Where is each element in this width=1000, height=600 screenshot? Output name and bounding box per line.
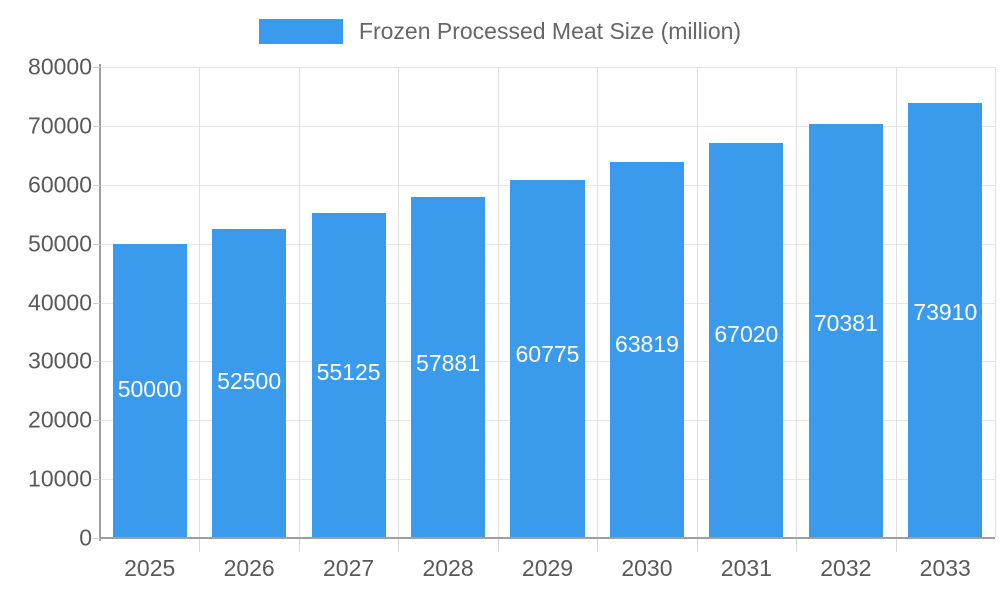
- y-axis-spine: [99, 64, 101, 541]
- y-axis-tick-mark: [93, 184, 100, 186]
- y-axis-tick-label: 0: [79, 524, 92, 551]
- x-axis-tick-mark: [299, 539, 300, 552]
- x-axis-spine: [99, 537, 995, 539]
- gridline-vertical: [995, 67, 996, 538]
- y-axis-tick-mark: [93, 361, 100, 363]
- y-axis-tick-mark: [93, 125, 100, 127]
- x-axis-tick-mark: [697, 539, 698, 552]
- x-axis-tick-label-2032: 2032: [820, 555, 872, 581]
- gridline-vertical: [697, 67, 698, 538]
- x-axis-tick-label-2027: 2027: [323, 555, 375, 581]
- gridline-vertical: [896, 67, 897, 538]
- x-axis-tick-mark: [498, 539, 499, 552]
- x-axis-tick-label-2033: 2033: [919, 555, 971, 581]
- legend-swatch-frozen-processed-meat: [258, 18, 343, 44]
- bar-2032[interactable]: 70381: [808, 123, 883, 538]
- gridline-horizontal: [100, 125, 995, 127]
- y-axis-tick-label: 80000: [28, 53, 92, 80]
- gridline-vertical: [498, 67, 499, 538]
- y-axis-tick-labels: 80000 70000 60000 50000 40000 30000 20000 10000…: [0, 0, 92, 600]
- legend-label-frozen-processed-meat: Frozen Processed Meat Size (million): [358, 17, 742, 44]
- bar-2033[interactable]: 73910: [908, 102, 983, 538]
- x-axis-tick-label-2025: 2025: [124, 555, 176, 581]
- bar-2025[interactable]: 50000: [112, 243, 187, 538]
- x-axis-tick-label-2029: 2029: [521, 555, 574, 581]
- y-axis-tick-mark: [93, 538, 100, 539]
- bar-2031[interactable]: 67020: [709, 143, 784, 538]
- y-axis-tick-mark: [93, 67, 100, 68]
- bar-2029[interactable]: 60775: [510, 180, 585, 538]
- x-axis-tick-mark: [199, 539, 200, 552]
- x-axis-tick-label-2031: 2031: [720, 555, 772, 581]
- gridline-vertical: [796, 67, 797, 538]
- bar-value-label: 67020: [714, 320, 779, 347]
- y-axis-tick-mark: [93, 243, 100, 245]
- gridline-vertical: [299, 67, 300, 538]
- bar-value-label: 55125: [316, 359, 381, 386]
- bar-value-label: 63819: [614, 331, 679, 358]
- bar-value-label: 73910: [913, 298, 978, 325]
- bar-value-label: 60775: [515, 340, 580, 367]
- bar-value-label: 50000: [117, 375, 182, 402]
- y-axis-tick-label: 40000: [28, 289, 92, 315]
- bar-value-label: 52500: [217, 367, 282, 394]
- x-axis-tick-mark: [796, 539, 797, 552]
- bar-2028[interactable]: 57881: [411, 197, 486, 538]
- chart-legend: Frozen Processed Meat Size (million): [0, 14, 1000, 48]
- y-axis-tick-label: 10000: [28, 465, 92, 492]
- y-axis-tick-mark: [93, 479, 100, 481]
- x-axis-tick-mark: [398, 539, 399, 552]
- bar-2027[interactable]: 55125: [311, 213, 386, 538]
- gridline-vertical: [398, 67, 399, 538]
- y-axis-tick-mark: [93, 420, 100, 422]
- y-axis-tick-mark: [93, 302, 100, 304]
- y-axis-tick-label: 60000: [28, 171, 92, 198]
- gridline-horizontal: [100, 67, 995, 68]
- gridline-vertical: [597, 67, 598, 538]
- y-axis-tick-label: 70000: [28, 112, 92, 139]
- y-axis-tick-label: 30000: [28, 347, 92, 374]
- x-axis-tick-label-2028: 2028: [422, 555, 474, 581]
- bar-value-label: 70381: [813, 310, 878, 337]
- x-axis-tick-label-2030: 2030: [621, 555, 673, 581]
- x-axis-tick-label-2026: 2026: [223, 555, 275, 581]
- gridline-vertical: [199, 67, 200, 538]
- plot-area: 50000 52500 55125 57881 60775 63819 67020 70381…: [100, 67, 996, 539]
- x-axis-tick-mark: [896, 539, 897, 552]
- bar-value-label: 57881: [416, 350, 481, 377]
- bar-2030[interactable]: 63819: [609, 162, 684, 538]
- x-axis-tick-mark: [597, 539, 598, 552]
- bar-2026[interactable]: 52500: [212, 228, 287, 538]
- y-axis-tick-label: 50000: [28, 230, 92, 257]
- y-axis-tick-label: 20000: [28, 406, 92, 433]
